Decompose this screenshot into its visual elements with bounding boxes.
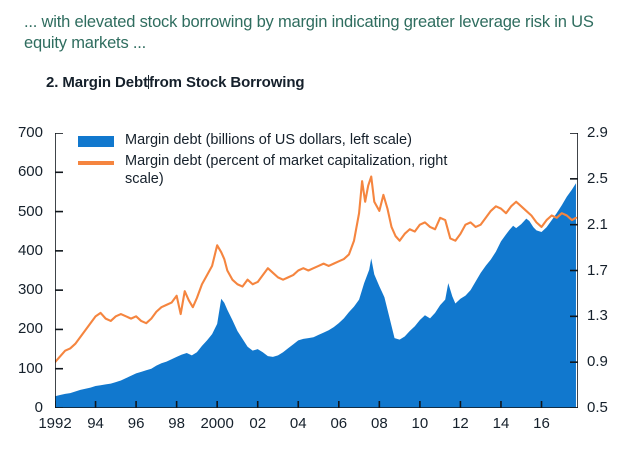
y-axis-right-label-2.9: 2.9 [587, 124, 608, 141]
chart-svg [55, 133, 578, 408]
chart-title-part1: Margin Debt [62, 74, 148, 91]
x-axis-label-10: 10 [411, 415, 429, 432]
x-axis-label-94: 94 [87, 415, 104, 432]
y-axis-right-label-2.5: 2.5 [587, 169, 608, 187]
chart-legend: Margin debt (billions of US dollars, lef… [78, 131, 478, 191]
legend-swatch-line-icon [78, 161, 114, 165]
y-axis-right-label-2.1: 2.1 [587, 215, 608, 233]
x-axis-label-12: 12 [452, 415, 469, 432]
y-axis-left-label-0: 0 [34, 399, 43, 416]
y-axis-right-label-1.7: 1.7 [587, 261, 608, 279]
chart-plot-area [55, 133, 578, 408]
series-area-margin-debt-billions [55, 183, 576, 408]
legend-item-line: Margin debt (percent of market capitaliz… [78, 152, 478, 188]
x-axis-label-1992: 1992 [38, 415, 72, 432]
y-axis-left-label-100: 100 [17, 359, 43, 377]
y-axis-left-label-600: 600 [17, 163, 43, 181]
chart-number: 2. [46, 74, 59, 91]
y-axis-left-label-400: 400 [17, 241, 43, 259]
legend-item-bar: Margin debt (billions of US dollars, lef… [78, 131, 478, 149]
chart-title-part2: from Stock Borrowing [148, 74, 305, 91]
y-axis-left-label-200: 200 [17, 320, 43, 338]
x-axis-label-16: 16 [533, 415, 550, 432]
x-axis-label-98: 98 [168, 415, 185, 432]
legend-swatch-bar-icon [78, 136, 114, 147]
y-axis-right-label-0.5: 0.5 [587, 399, 608, 416]
x-axis-label-02: 02 [249, 415, 267, 432]
x-axis-label-08: 08 [370, 415, 388, 432]
legend-label-line: Margin debt (percent of market capitaliz… [125, 153, 448, 187]
text-caret [147, 75, 149, 89]
y-axis-right-label-0.9: 0.9 [587, 353, 608, 371]
legend-label-bar: Margin debt (billions of US dollars, lef… [125, 132, 412, 148]
y-axis-left-label-700: 700 [17, 124, 43, 141]
x-axis-label-14: 14 [492, 415, 510, 432]
page-title: 2. Margin Debtfrom Stock Borrowing [46, 74, 305, 91]
series-line-margin-debt-percent [55, 175, 578, 364]
x-axis-label-96: 96 [127, 415, 145, 432]
y-axis-left-label-300: 300 [17, 281, 43, 299]
x-axis-label-06: 06 [330, 415, 348, 432]
x-axis-label-04: 04 [289, 415, 307, 432]
kicker-text: ... with elevated stock borrowing by mar… [24, 13, 594, 52]
y-axis-left-label-500: 500 [17, 202, 43, 220]
y-axis-right-label-1.3: 1.3 [587, 307, 608, 325]
x-axis-label-2000: 2000 [200, 415, 234, 432]
